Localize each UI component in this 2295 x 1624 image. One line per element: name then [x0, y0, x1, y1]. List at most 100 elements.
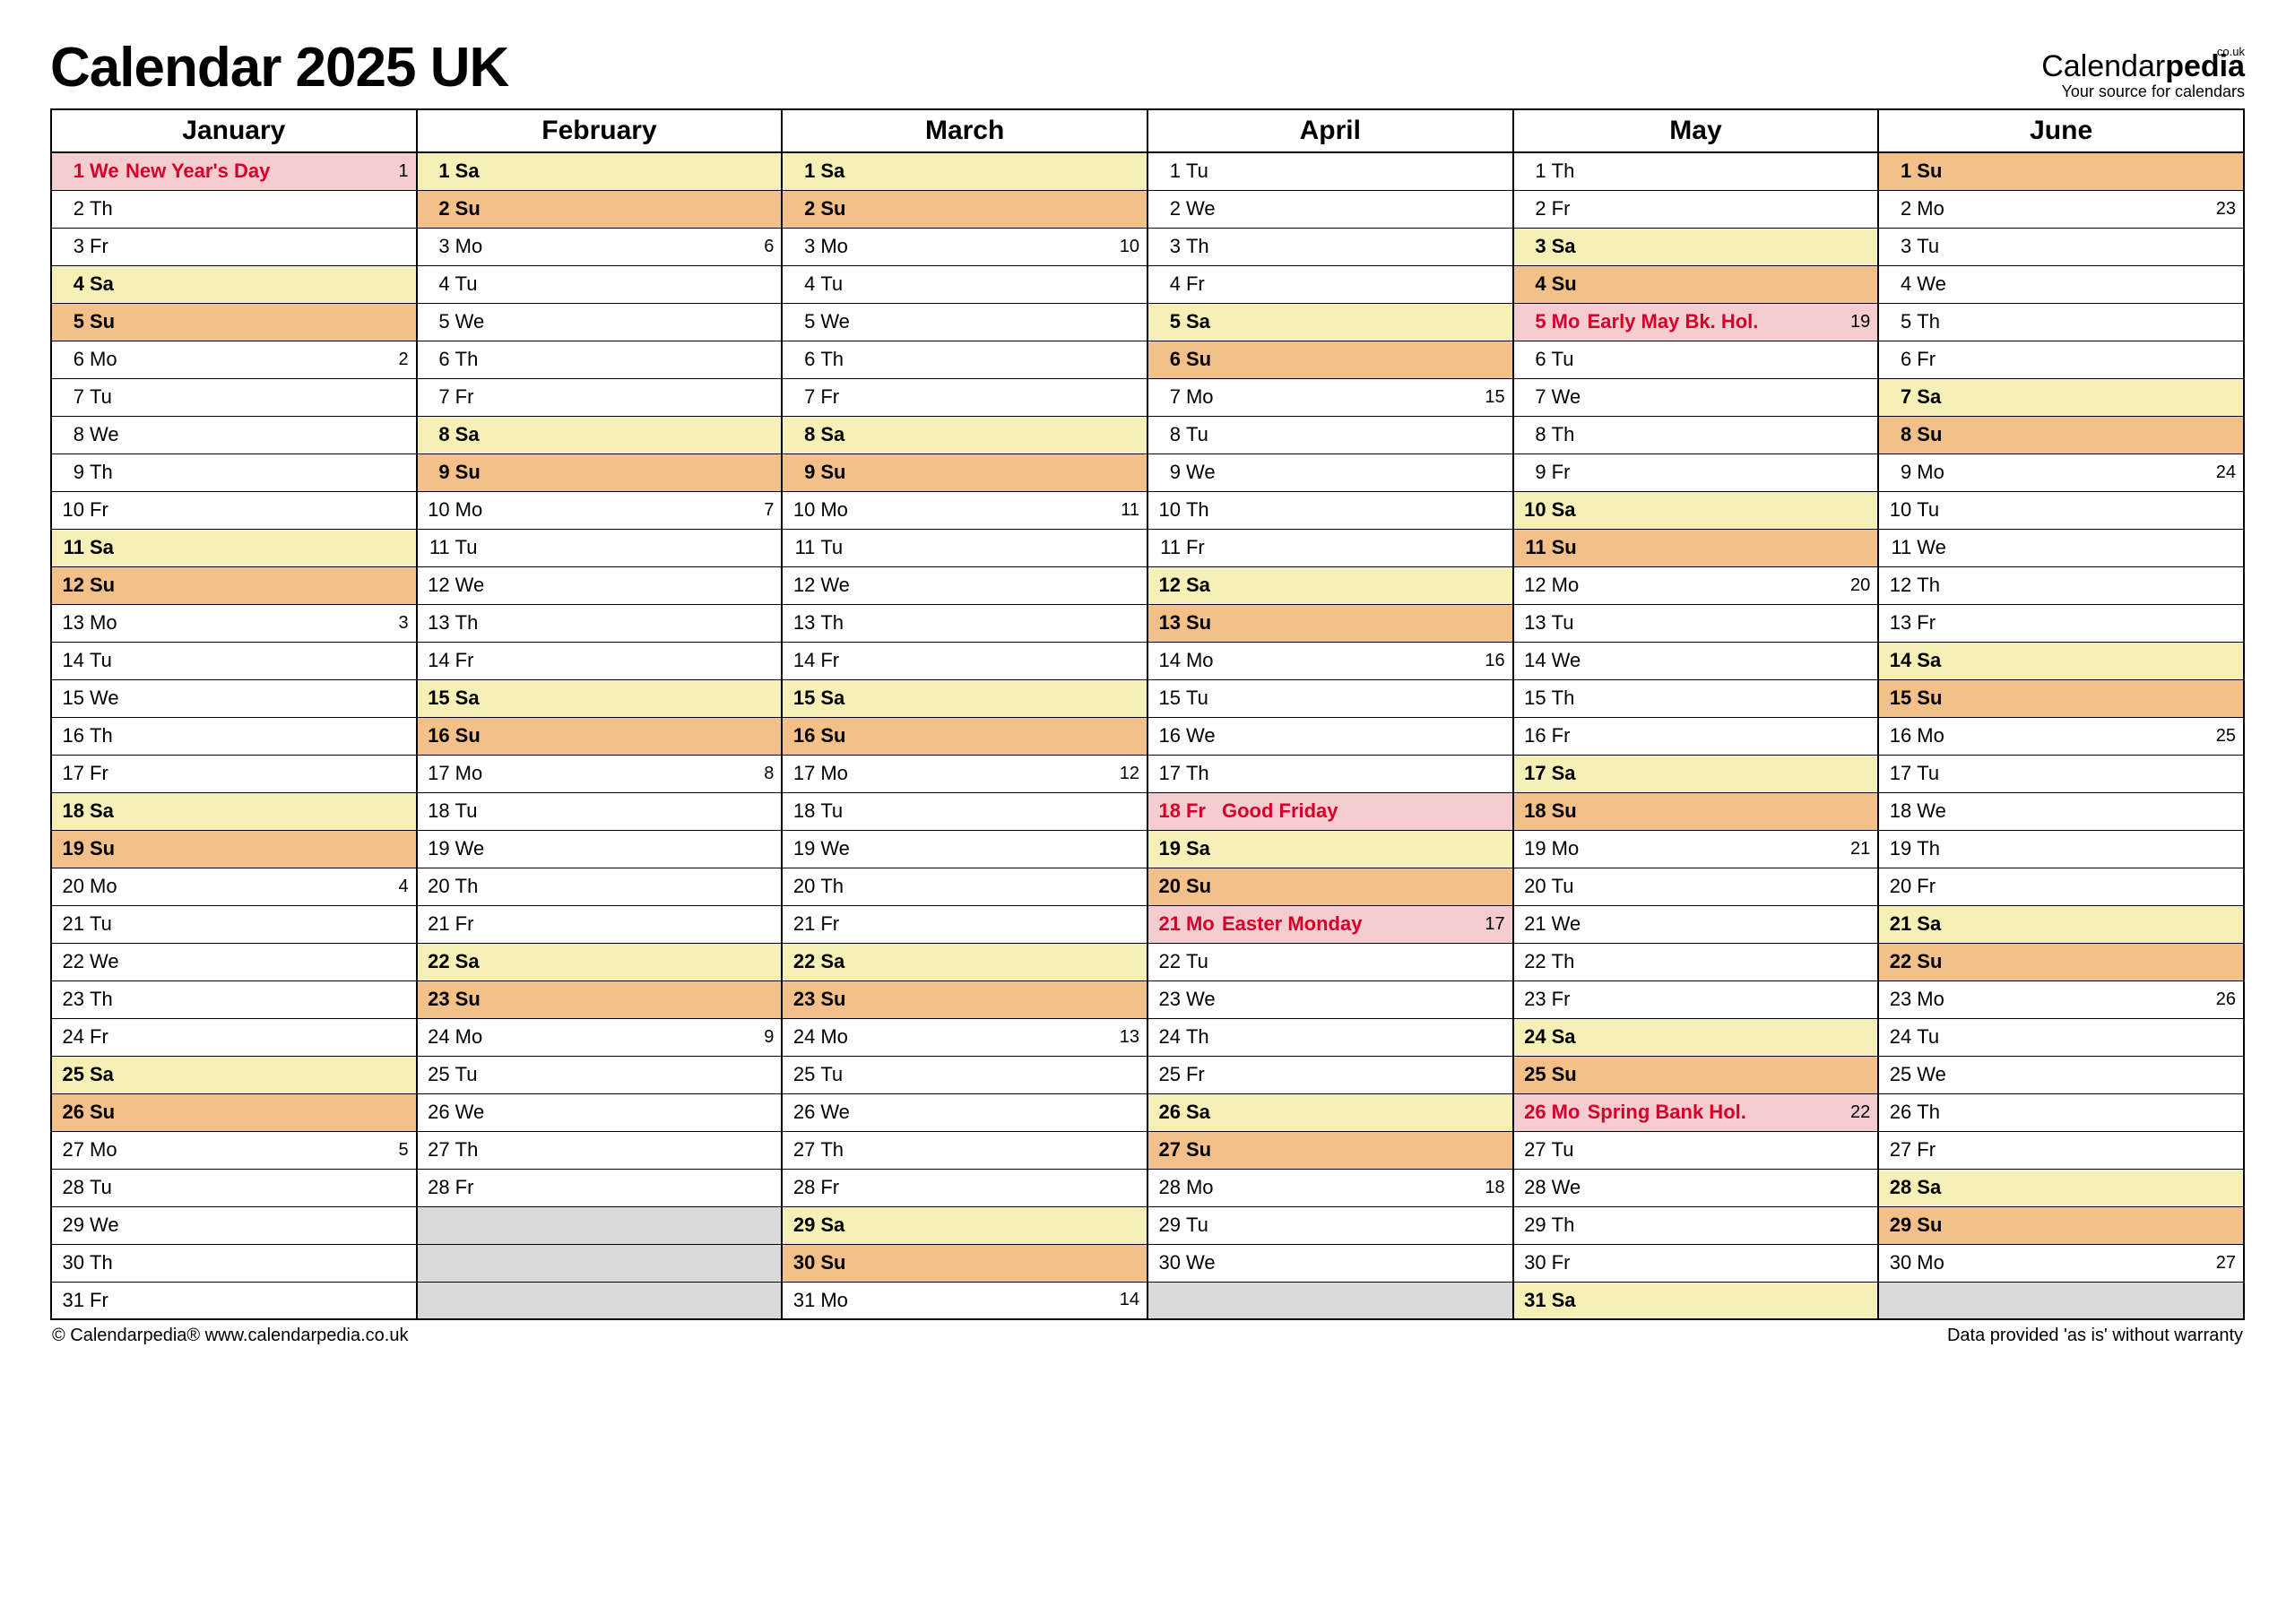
day-cell: 25We [1878, 1056, 2244, 1093]
day-number: 19 [790, 837, 820, 860]
day-cell: 23Mo26 [1878, 980, 2244, 1018]
day-number: 2 [1886, 197, 1917, 220]
day-number: 22 [1521, 950, 1552, 973]
day-cell: 10Tu [1878, 491, 2244, 529]
day-cell: 5We [417, 303, 783, 341]
day-cell: 17Sa [1513, 755, 1879, 792]
day-number: 16 [1156, 724, 1186, 747]
day-of-week: Sa [1552, 235, 1588, 258]
day-cell: 10Mo11 [782, 491, 1148, 529]
day-cell: 1WeNew Year's Day1 [51, 152, 417, 190]
day-of-week: Th [1186, 235, 1222, 258]
week-number: 18 [1485, 1178, 1506, 1198]
day-cell: 21Sa [1878, 905, 2244, 943]
day-cell: 30Su [782, 1244, 1148, 1282]
day-of-week: Th [1552, 1214, 1588, 1237]
day-of-week: Su [455, 988, 491, 1011]
day-of-week: Mo [455, 235, 491, 258]
day-cell: 24Mo13 [782, 1018, 1148, 1056]
day-number: 8 [790, 423, 820, 446]
day-of-week: We [820, 837, 856, 860]
day-cell: 31Fr [51, 1282, 417, 1319]
day-of-week: We [1552, 649, 1588, 672]
day-of-week: We [820, 1101, 856, 1124]
day-of-week: Tu [455, 536, 491, 559]
day-cell: 30Th [51, 1244, 417, 1282]
day-cell: 7We [1513, 378, 1879, 416]
day-number: 9 [1521, 461, 1552, 484]
day-cell: 20Fr [1878, 868, 2244, 905]
day-cell: 1Su [1878, 152, 2244, 190]
day-cell: 15Tu [1148, 679, 1513, 717]
day-cell: 27Th [417, 1131, 783, 1169]
day-cell: 3Sa [1513, 228, 1879, 265]
day-of-week: Mo [1552, 837, 1588, 860]
day-number: 25 [1521, 1063, 1552, 1086]
month-header: April [1148, 109, 1513, 152]
day-of-week: We [820, 574, 856, 597]
day-cell: 3Fr [51, 228, 417, 265]
day-number: 25 [1886, 1063, 1917, 1086]
day-cell: 9Su [782, 454, 1148, 491]
day-cell: 19We [782, 830, 1148, 868]
day-cell: 17Fr [51, 755, 417, 792]
day-number: 7 [59, 385, 90, 409]
day-cell: 11Su [1513, 529, 1879, 566]
day-cell: 20Th [417, 868, 783, 905]
day-of-week: Th [90, 461, 126, 484]
day-of-week: Tu [1552, 1138, 1588, 1162]
day-of-week: Fr [90, 1025, 126, 1049]
day-cell: 30We [1148, 1244, 1513, 1282]
day-of-week: Mo [1917, 988, 1953, 1011]
day-of-week: Sa [1917, 385, 1953, 409]
day-number: 27 [790, 1138, 820, 1162]
day-number: 18 [1521, 799, 1552, 823]
day-cell: 9Su [417, 454, 783, 491]
day-of-week: Th [820, 611, 856, 635]
week-number: 26 [2216, 989, 2238, 1010]
day-cell: 22Sa [782, 943, 1148, 980]
week-number: 7 [764, 500, 775, 521]
day-cell: 25Tu [782, 1056, 1148, 1093]
holiday-label: Easter Monday [1222, 912, 1485, 936]
day-of-week: Fr [1186, 536, 1222, 559]
day-of-week: Sa [455, 950, 491, 973]
day-cell: 15Th [1513, 679, 1879, 717]
day-of-week: Fr [455, 1176, 491, 1199]
day-number: 2 [59, 197, 90, 220]
day-number: 24 [425, 1025, 455, 1049]
day-of-week: We [90, 423, 126, 446]
day-of-week: We [1917, 799, 1953, 823]
day-of-week: Mo [1552, 1101, 1588, 1124]
day-number: 24 [1886, 1025, 1917, 1049]
day-number: 3 [59, 235, 90, 258]
day-cell: 14Mo16 [1148, 642, 1513, 679]
day-of-week: Tu [1917, 762, 1953, 785]
day-cell: 25Su [1513, 1056, 1879, 1093]
day-of-week: Mo [820, 498, 856, 522]
day-cell: 8Sa [782, 416, 1148, 454]
day-cell: 14Sa [1878, 642, 2244, 679]
day-number: 13 [59, 611, 90, 635]
week-number: 27 [2216, 1253, 2238, 1274]
day-number: 1 [59, 160, 90, 183]
day-of-week: Mo [820, 1289, 856, 1312]
day-cell: 28We [1513, 1169, 1879, 1206]
week-number: 2 [399, 350, 411, 370]
day-cell: 19We [417, 830, 783, 868]
day-number: 7 [1521, 385, 1552, 409]
empty-cell [417, 1282, 783, 1319]
day-number: 20 [790, 875, 820, 898]
day-of-week: Fr [455, 649, 491, 672]
day-cell: 28Tu [51, 1169, 417, 1206]
day-of-week: Sa [1186, 837, 1222, 860]
day-of-week: Tu [1552, 611, 1588, 635]
day-cell: 5We [782, 303, 1148, 341]
day-of-week: Su [455, 461, 491, 484]
day-of-week: Tu [1552, 348, 1588, 371]
day-number: 14 [59, 649, 90, 672]
day-cell: 6Su [1148, 341, 1513, 378]
day-number: 9 [1886, 461, 1917, 484]
day-number: 21 [425, 912, 455, 936]
day-cell: 16Th [51, 717, 417, 755]
